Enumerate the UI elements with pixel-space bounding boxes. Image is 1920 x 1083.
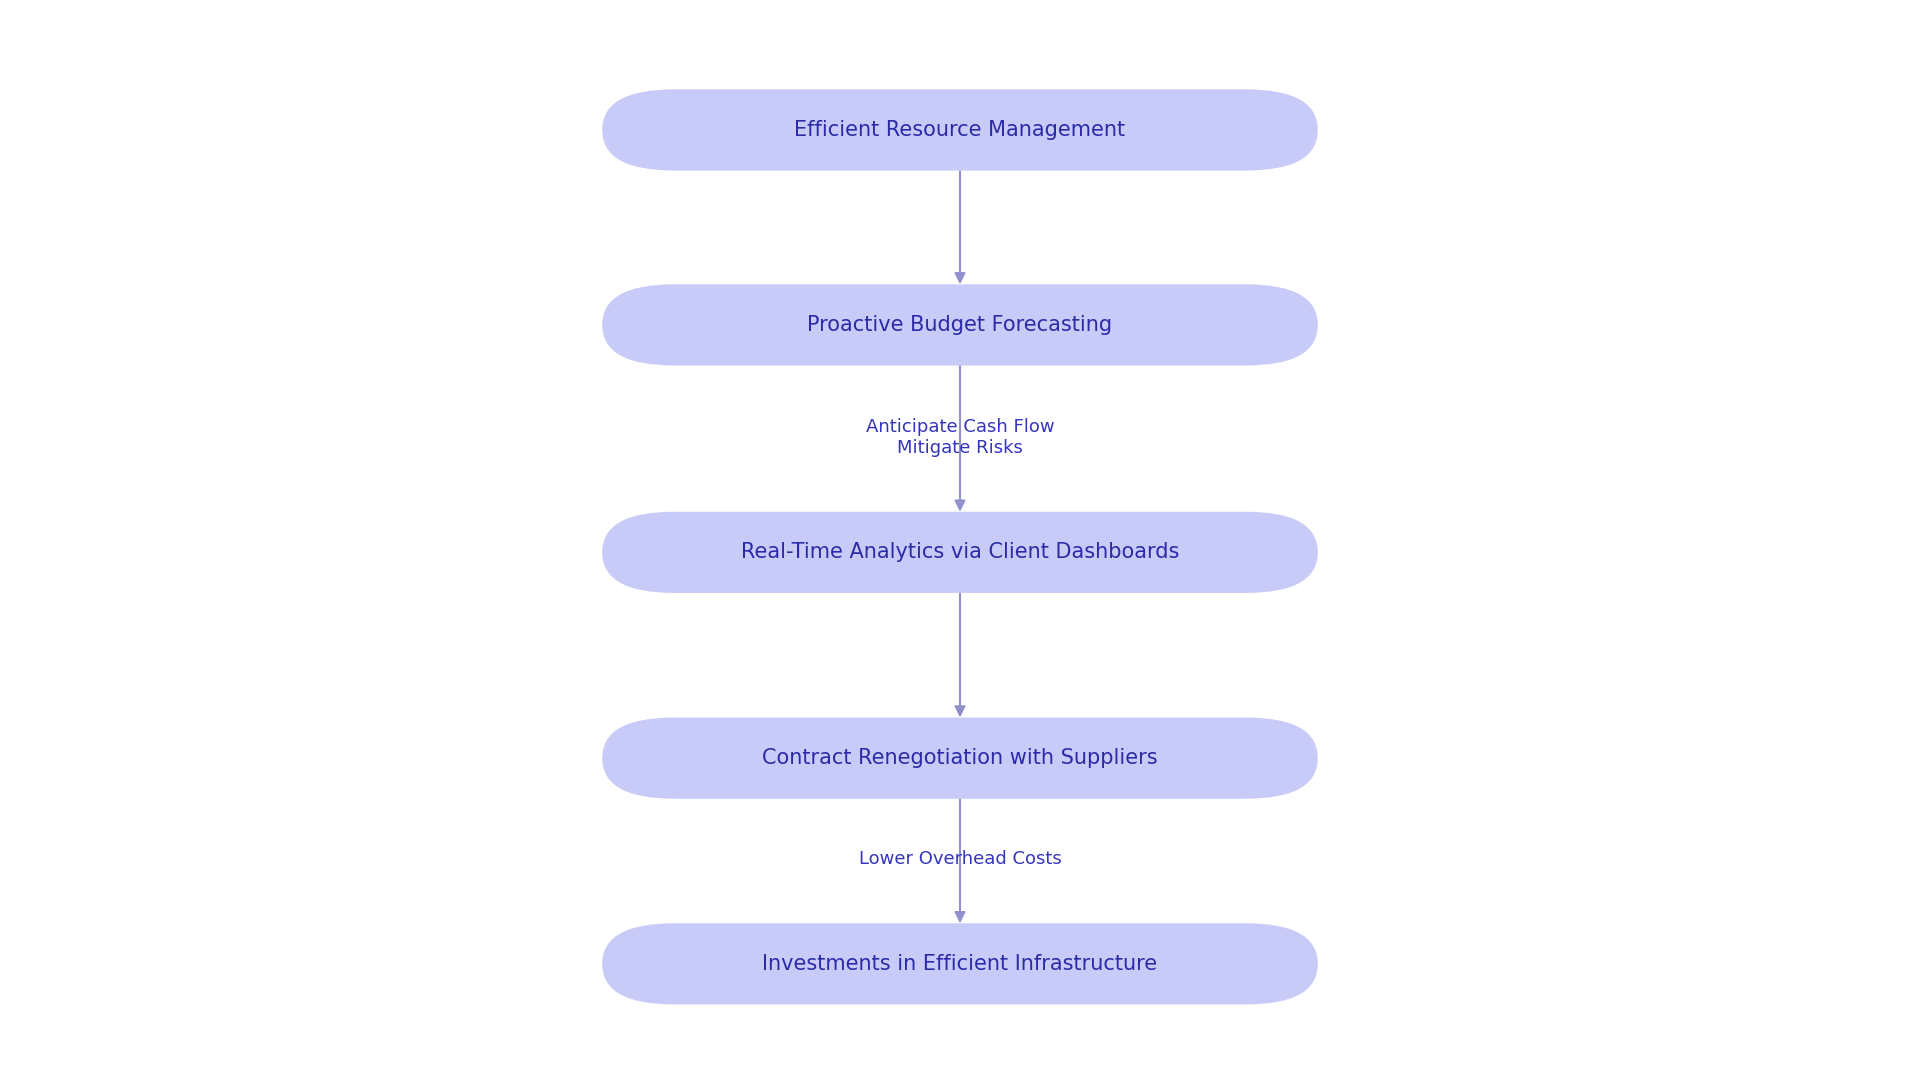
Text: Investments in Efficient Infrastructure: Investments in Efficient Infrastructure — [762, 954, 1158, 974]
Text: Real-Time Analytics via Client Dashboards: Real-Time Analytics via Client Dashboard… — [741, 543, 1179, 562]
Text: Proactive Budget Forecasting: Proactive Budget Forecasting — [808, 315, 1112, 335]
FancyBboxPatch shape — [603, 285, 1317, 366]
FancyBboxPatch shape — [603, 923, 1317, 1005]
Text: Efficient Resource Management: Efficient Resource Management — [795, 120, 1125, 140]
FancyBboxPatch shape — [603, 717, 1317, 799]
FancyBboxPatch shape — [603, 90, 1317, 170]
FancyBboxPatch shape — [603, 512, 1317, 593]
Text: Contract Renegotiation with Suppliers: Contract Renegotiation with Suppliers — [762, 748, 1158, 768]
Text: Anticipate Cash Flow
Mitigate Risks: Anticipate Cash Flow Mitigate Risks — [866, 418, 1054, 457]
Text: Lower Overhead Costs: Lower Overhead Costs — [858, 850, 1062, 867]
